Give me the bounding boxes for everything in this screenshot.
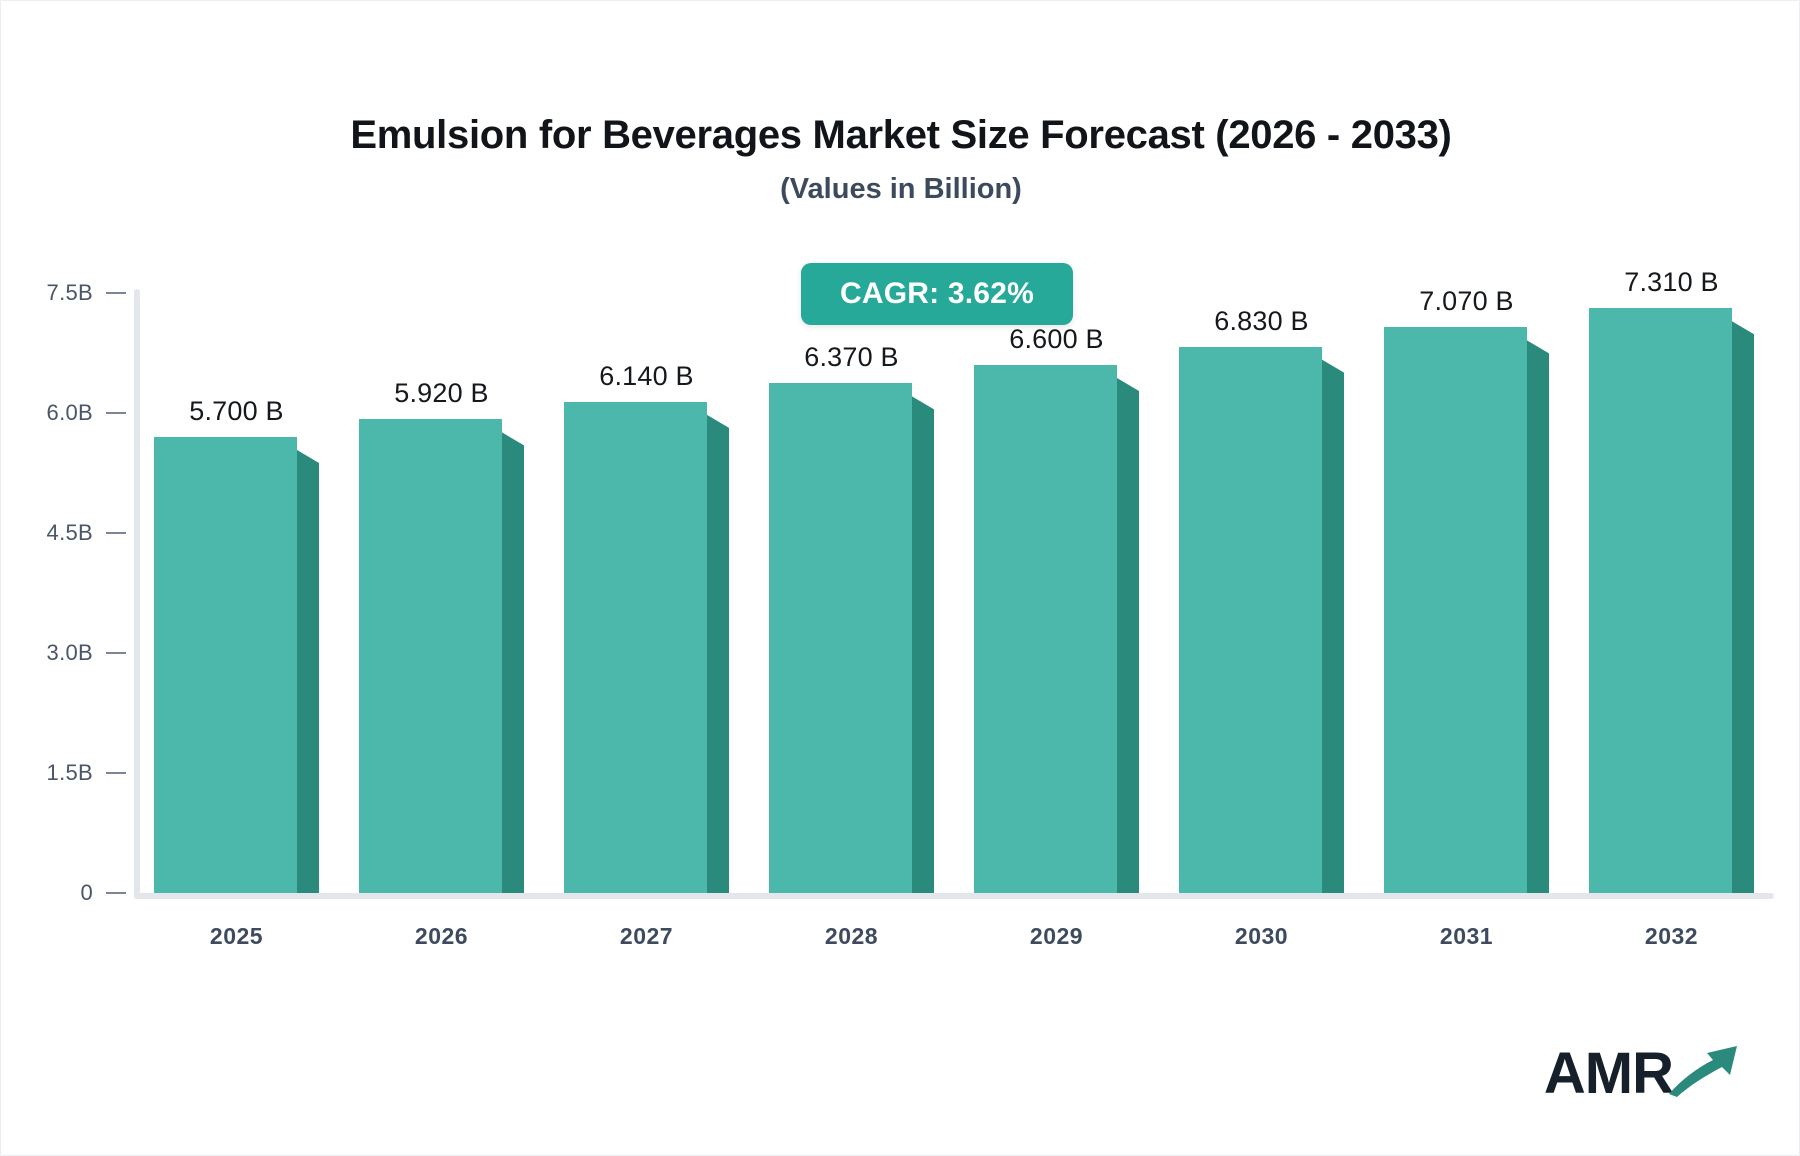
bar[interactable] xyxy=(1179,346,1344,893)
bar-value-label: 6.140 B xyxy=(599,360,694,391)
bar-side-face xyxy=(1527,340,1549,893)
bar[interactable] xyxy=(1589,308,1754,893)
y-axis-tick: 4.5B xyxy=(6,520,126,545)
y-axis-tick: 7.5B xyxy=(6,280,126,305)
y-axis-tick-mark xyxy=(106,412,126,414)
y-axis-tick-label: 1.5B xyxy=(46,760,93,785)
bar-value-label: 5.920 B xyxy=(394,378,489,409)
bar-side-face xyxy=(1732,321,1754,893)
bar[interactable] xyxy=(154,437,319,893)
y-axis-tick-mark xyxy=(106,292,126,294)
bar-front-face xyxy=(154,437,297,893)
cagr-badge: CAGR: 3.62% xyxy=(801,263,1073,325)
y-axis-tick: 3.0B xyxy=(6,640,126,665)
bar[interactable] xyxy=(564,401,729,893)
bar-side-face xyxy=(912,396,934,893)
y-axis-tick-label: 4.5B xyxy=(46,520,93,545)
bar-side-face xyxy=(1117,378,1139,893)
bar-front-face xyxy=(974,365,1117,893)
bar-value-label: 7.070 B xyxy=(1419,286,1514,317)
bar[interactable] xyxy=(769,383,934,893)
y-axis-tick-label: 3.0B xyxy=(46,640,93,665)
bar[interactable] xyxy=(359,419,524,893)
plot-area: 0 1.5B 3.0B 4.5B 6.0B 7.5B 5.700 B 5.920 B 6.14… xyxy=(47,267,1774,949)
bar-series: 5.700 B 5.920 B 6.140 B 6.370 B 6.600 B 6.830… xyxy=(134,267,1774,899)
y-axis-tick-mark xyxy=(106,772,126,774)
bar-front-face xyxy=(769,383,912,893)
y-axis-tick: 6.0B xyxy=(6,400,126,425)
amr-logo: AMR xyxy=(1544,1040,1741,1107)
bar-side-face xyxy=(707,414,729,893)
bar-value-label: 5.700 B xyxy=(189,396,284,426)
x-axis-label: 2026 xyxy=(414,923,469,949)
bar-value-label: 7.310 B xyxy=(1624,267,1719,298)
y-axis-tick-label: 6.0B xyxy=(46,400,93,425)
bar-front-face xyxy=(1179,346,1322,893)
bar-side-face xyxy=(502,432,524,893)
x-axis-label: 2031 xyxy=(1439,923,1494,949)
y-axis-tick: 0 xyxy=(6,880,126,905)
y-axis-tick-mark xyxy=(106,532,126,534)
chart-title: Emulsion for Beverages Market Size Forec… xyxy=(350,113,1452,157)
x-axis-label: 2028 xyxy=(824,923,879,949)
x-axis-label: 2025 xyxy=(209,923,264,949)
x-axis-label: 2027 xyxy=(619,923,674,949)
bar-side-face xyxy=(297,450,319,893)
y-axis-tick-label: 7.5B xyxy=(46,280,93,305)
bar-value-label: 6.370 B xyxy=(804,342,899,373)
bar[interactable] xyxy=(974,365,1139,893)
trend-arrow-up-icon xyxy=(1667,1040,1741,1103)
y-axis-tick-mark xyxy=(106,652,126,654)
y-axis-tick-mark xyxy=(106,892,126,894)
x-axis-line xyxy=(134,893,1774,899)
bar[interactable] xyxy=(1384,327,1549,893)
chart-subtitle: (Values in Billion) xyxy=(780,173,1022,205)
y-axis-line xyxy=(134,289,140,899)
bar-front-face xyxy=(359,419,502,893)
x-axis-label: 2029 xyxy=(1029,923,1084,949)
bar-side-face xyxy=(1322,359,1344,893)
bar-front-face xyxy=(1589,308,1732,893)
amr-logo-text: AMR xyxy=(1543,1040,1674,1106)
y-axis-tick: 1.5B xyxy=(6,760,126,785)
bar-value-label: 6.830 B xyxy=(1214,305,1309,336)
bar-value-label: 6.600 B xyxy=(1009,324,1104,354)
bar-front-face xyxy=(564,401,707,893)
x-axis-label: 2032 xyxy=(1644,923,1699,949)
bar-front-face xyxy=(1384,327,1527,893)
y-axis-tick-label: 0 xyxy=(80,880,93,905)
cagr-badge-label: CAGR: 3.62% xyxy=(840,277,1034,310)
x-axis-label: 2030 xyxy=(1234,923,1289,949)
